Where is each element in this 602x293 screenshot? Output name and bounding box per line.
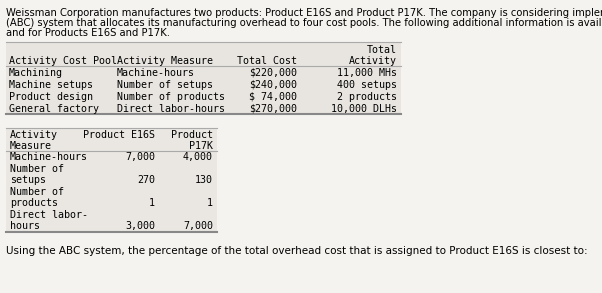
Text: 10,000 DLHs: 10,000 DLHs [331, 104, 397, 114]
Text: 130: 130 [195, 175, 213, 185]
Text: $ 74,000: $ 74,000 [249, 92, 297, 102]
Text: Direct labor-hours: Direct labor-hours [117, 104, 225, 114]
Text: P17K: P17K [189, 141, 213, 151]
Text: (ABC) system that allocates its manufacturing overhead to four cost pools. The f: (ABC) system that allocates its manufact… [6, 18, 602, 28]
Text: 1: 1 [207, 198, 213, 208]
Text: $270,000: $270,000 [249, 104, 297, 114]
Text: hours: hours [10, 221, 40, 231]
Bar [6, 128, 217, 231]
Text: $220,000: $220,000 [249, 68, 297, 78]
Text: Activity Cost Pool: Activity Cost Pool [9, 56, 117, 66]
Text: $240,000: $240,000 [249, 80, 297, 90]
Bar [6, 42, 401, 114]
Text: Product: Product [171, 130, 213, 140]
Text: 3,000: 3,000 [125, 221, 155, 231]
Text: Number of: Number of [10, 187, 64, 197]
Text: Activity: Activity [349, 56, 397, 66]
Text: products: products [10, 198, 58, 208]
Text: 7,000: 7,000 [125, 152, 155, 162]
Text: Total: Total [367, 45, 397, 55]
Text: Product design: Product design [9, 92, 93, 102]
Text: Weissman Corporation manufactures two products: Product E16S and Product P17K. T: Weissman Corporation manufactures two pr… [6, 8, 602, 18]
Text: 2 products: 2 products [301, 92, 397, 102]
Text: Using the ABC system, the percentage of the total overhead cost that is assigned: Using the ABC system, the percentage of … [6, 246, 588, 255]
Text: Number of products: Number of products [117, 92, 225, 102]
Text: Machine-hours: Machine-hours [117, 68, 195, 78]
Text: Number of setups: Number of setups [117, 80, 213, 90]
Text: Activity Measure: Activity Measure [117, 56, 213, 66]
Text: Machine-hours: Machine-hours [10, 152, 88, 162]
Text: 400 setups: 400 setups [313, 80, 397, 90]
Text: Machine setups: Machine setups [9, 80, 93, 90]
Text: 270: 270 [137, 175, 155, 185]
Text: Total Cost: Total Cost [237, 56, 297, 66]
Text: and for Products E16S and P17K.: and for Products E16S and P17K. [6, 28, 170, 38]
Text: Measure: Measure [10, 141, 52, 151]
Text: 4,000: 4,000 [183, 152, 213, 162]
Text: 1: 1 [149, 198, 155, 208]
Text: setups: setups [10, 175, 46, 185]
Text: 7,000: 7,000 [183, 221, 213, 231]
Text: Direct labor-: Direct labor- [10, 210, 88, 220]
Text: Machining: Machining [9, 68, 63, 78]
Text: Number of: Number of [10, 164, 64, 174]
Text: General factory: General factory [9, 104, 99, 114]
Text: 11,000 MHs: 11,000 MHs [337, 68, 397, 78]
Text: Product E16S: Product E16S [83, 130, 155, 140]
Text: Activity: Activity [10, 130, 58, 140]
